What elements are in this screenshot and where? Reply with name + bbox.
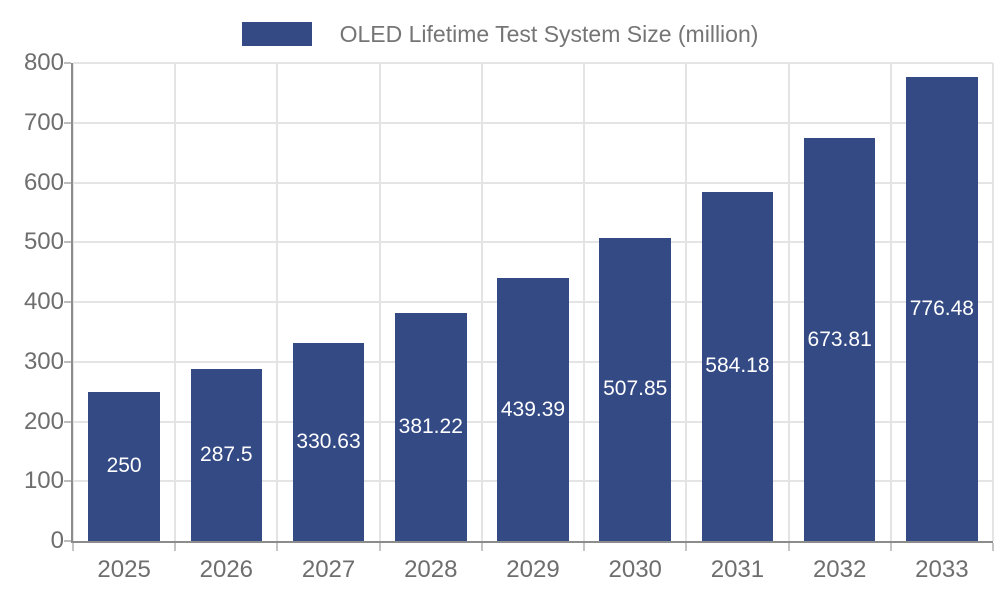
y-tick-mark <box>64 121 71 124</box>
bar-value-label: 330.63 <box>296 430 361 454</box>
gridline-horizontal <box>73 121 993 124</box>
y-tick-label: 0 <box>50 527 64 554</box>
y-tick-mark <box>64 540 71 542</box>
x-tick-mark <box>685 543 688 551</box>
y-tick-label: 600 <box>23 168 64 196</box>
bar-value-label: 673.81 <box>807 327 872 351</box>
gridline-vertical <box>276 63 279 541</box>
bar-value-label: 507.85 <box>603 377 668 401</box>
x-tick-label: 2029 <box>506 556 560 583</box>
gridline-vertical <box>992 63 994 541</box>
gridline-vertical <box>889 63 892 541</box>
gridline-vertical <box>787 63 790 541</box>
y-axis-line <box>71 63 73 541</box>
bar-2026: 287.5 <box>190 369 263 541</box>
legend: OLED Lifetime Test System Size (million) <box>0 21 1000 47</box>
x-tick-mark <box>992 543 994 551</box>
bar-value-label: 776.48 <box>909 297 974 321</box>
bar-2025: 250 <box>88 391 160 541</box>
y-tick-label: 400 <box>23 288 64 315</box>
gridline-vertical <box>480 63 483 541</box>
x-tick-label: 2033 <box>915 556 969 583</box>
y-tick-label: 800 <box>23 49 64 76</box>
y-tick-label: 700 <box>23 108 64 136</box>
y-tick-mark <box>64 181 71 184</box>
y-tick-mark <box>64 62 71 64</box>
bar-value-label: 381.22 <box>398 415 463 439</box>
x-tick-mark <box>276 543 279 551</box>
y-tick-mark <box>64 301 71 303</box>
y-tick-label: 500 <box>23 228 64 256</box>
x-tick-label: 2028 <box>404 556 458 583</box>
x-tick-label: 2031 <box>710 556 765 583</box>
x-tick-mark <box>583 543 586 551</box>
y-tick-mark <box>64 420 71 423</box>
x-tick-mark <box>889 543 892 551</box>
legend-swatch <box>241 22 312 46</box>
bar-2027: 330.63 <box>292 343 365 541</box>
bar-2032: 673.81 <box>803 138 876 541</box>
y-axis-labels: 0 100 200 300 400 500 600 700 800 <box>0 51 64 553</box>
y-tick-label: 100 <box>23 467 64 495</box>
bar-value-label: 584.18 <box>705 354 770 378</box>
x-tick-label: 2026 <box>199 556 254 583</box>
x-tick-mark <box>787 543 790 551</box>
x-axis-labels: 2025 2026 2027 2028 2029 2030 2031 2032 2033 <box>73 541 993 591</box>
bar-2028: 381.22 <box>395 313 467 541</box>
y-tick-mark <box>64 480 71 483</box>
x-tick-mark <box>174 543 177 551</box>
gridline-vertical <box>72 63 74 541</box>
y-tick-mark <box>64 241 71 244</box>
x-tick-mark <box>72 543 74 551</box>
bar-value-label: 439.39 <box>500 397 566 421</box>
bar-2029: 439.39 <box>497 278 569 541</box>
x-tick-label: 2025 <box>97 556 151 583</box>
bar-value-label: 287.5 <box>200 443 253 467</box>
gridline-horizontal <box>73 241 993 244</box>
bar-2030: 507.85 <box>599 237 671 541</box>
bar-value-label: 250 <box>106 454 142 478</box>
gridline-vertical <box>174 63 177 541</box>
plot-area: 250 287.5 330.63 381.22 439.39 507.85 584.18 67… <box>64 62 994 551</box>
gridline-vertical <box>583 63 586 541</box>
x-tick-label: 2032 <box>812 556 867 583</box>
bar-2031: 584.18 <box>701 191 774 541</box>
y-tick-mark <box>64 360 71 363</box>
x-axis-line <box>71 541 993 543</box>
bar-2033: 776.48 <box>906 77 978 541</box>
y-tick-label: 200 <box>23 407 64 435</box>
gridline-horizontal <box>73 181 993 184</box>
gridline-horizontal <box>73 62 993 64</box>
legend-label: OLED Lifetime Test System Size (million) <box>339 20 759 47</box>
x-tick-mark <box>378 543 381 551</box>
x-tick-label: 2030 <box>608 556 662 583</box>
x-tick-label: 2027 <box>301 556 356 583</box>
gridline-vertical <box>378 63 381 541</box>
x-tick-mark <box>480 543 483 551</box>
y-tick-label: 300 <box>23 347 64 375</box>
gridline-vertical <box>685 63 688 541</box>
